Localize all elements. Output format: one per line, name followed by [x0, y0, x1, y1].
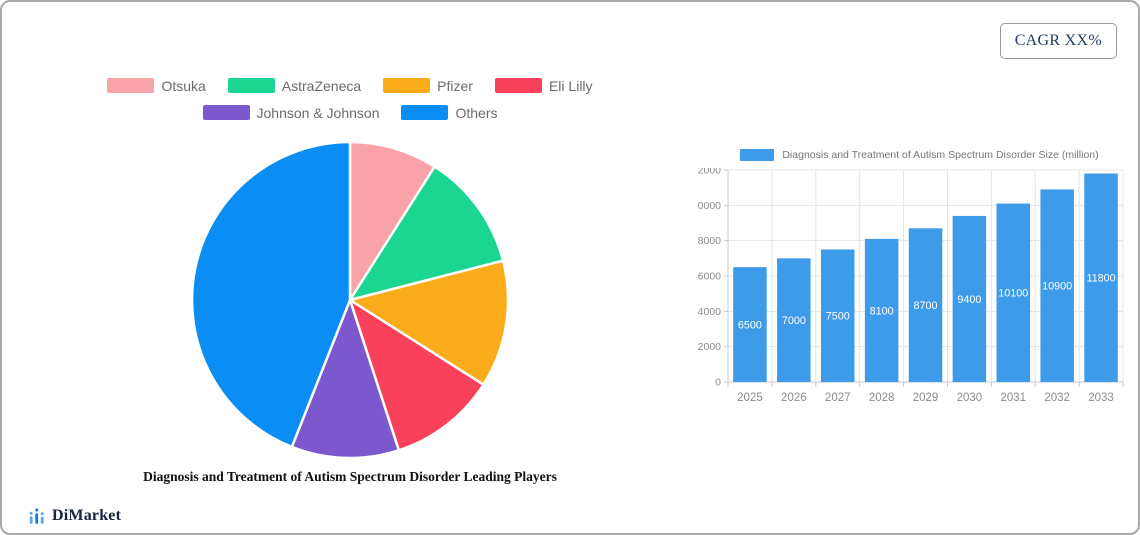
bar-value-label: 8700	[913, 300, 937, 312]
legend-item-eli-lilly[interactable]: Eli Lilly	[494, 77, 593, 94]
cagr-label: CAGR XX%	[1014, 32, 1102, 49]
bar-value-label: 9400	[957, 294, 981, 306]
legend-swatch-icon	[383, 78, 431, 93]
pie-slice-astrazeneca[interactable]	[348, 165, 505, 302]
bar-2026[interactable]	[777, 258, 811, 382]
bar-2027[interactable]	[820, 249, 855, 383]
y-axis-label: 12000	[697, 168, 721, 177]
bar-value-label: 8100	[870, 305, 894, 317]
x-axis-label: 2025	[737, 392, 763, 404]
legend-item-pfizer[interactable]: Pfizer	[383, 78, 473, 93]
bar-value-label: 11800	[1086, 273, 1115, 285]
legend-swatch-icon	[401, 105, 449, 120]
bar-2030[interactable]	[952, 215, 987, 382]
cagr-badge: CAGR XX%	[999, 23, 1117, 59]
legend-label: Eli Lilly	[548, 77, 593, 94]
x-axis-label: 2027	[825, 392, 851, 404]
legend-label: Pfizer	[437, 77, 473, 94]
pie-slice-johnson-johnson[interactable]	[290, 298, 401, 460]
bar-2028[interactable]	[864, 238, 899, 382]
legend-label: Johnson & Johnson	[256, 104, 380, 121]
bar-value-label: 10900	[1042, 281, 1072, 293]
y-axis-label: 4000	[698, 306, 722, 318]
x-axis-label: 2026	[781, 392, 807, 404]
pie-slice-others[interactable]	[190, 140, 352, 449]
legend-item-johnson-johnson[interactable]: Johnson & Johnson	[202, 104, 380, 121]
x-axis-label: 2031	[1000, 392, 1026, 404]
legend-swatch-icon	[202, 105, 250, 120]
pie-slice-otsuka[interactable]	[348, 140, 436, 302]
x-axis-label: 2030	[957, 392, 983, 404]
x-axis-label: 2033	[1088, 392, 1114, 404]
legend-item-others[interactable]: Others	[401, 104, 498, 121]
x-axis-label: 2028	[869, 392, 895, 404]
bar-legend-item[interactable]: Diagnosis and Treatment of Autism Spectr…	[697, 148, 1138, 162]
pie-legend: Otsuka AstraZeneca Pfizer Eli Lilly Johnson …	[42, 78, 658, 120]
legend-item-otsuka[interactable]: Otsuka	[107, 77, 206, 94]
pie-slice-pfizer[interactable]	[348, 259, 510, 386]
legend-label: AstraZeneca	[281, 77, 362, 94]
bar-2029[interactable]	[908, 228, 943, 382]
y-axis-label: 10000	[697, 200, 721, 212]
brand-logo: DiMarket	[28, 507, 121, 525]
legend-swatch-icon	[494, 78, 542, 93]
pie-legend-row: Otsuka AstraZeneca Pfizer Eli Lilly	[107, 77, 593, 94]
x-axis-label: 2029	[913, 392, 939, 404]
x-axis-label: 2032	[1044, 392, 1070, 404]
bar-chart: 0 2000 4000 6000 8000 10000 12000 6500 2025 7000 2…	[692, 165, 1124, 404]
pie-title: Diagnosis and Treatment of Autism Spectr…	[143, 469, 557, 484]
bar-2025[interactable]	[733, 267, 767, 382]
pie-legend-row: Johnson & Johnson Others	[202, 104, 498, 121]
bar-chart-block: Diagnosis and Treatment of Autism Spectr…	[692, 148, 1138, 413]
bar-value-label: 10100	[998, 288, 1028, 300]
legend-label: Otsuka	[161, 77, 206, 94]
legend-item-astrazeneca[interactable]: AstraZeneca	[227, 77, 362, 94]
legend-swatch-icon	[107, 78, 155, 93]
pie-chart	[190, 140, 510, 460]
bar-2032[interactable]	[1040, 189, 1074, 382]
y-axis-label: 6000	[698, 271, 722, 283]
bar-value-label: 7000	[782, 315, 806, 327]
bar-legend-label: Diagnosis and Treatment of Autism Spectr…	[782, 149, 1099, 161]
y-axis-label: 8000	[698, 235, 722, 247]
bar-value-label: 6500	[738, 319, 762, 331]
y-axis-label: 0	[715, 377, 721, 389]
y-axis-label: 2000	[698, 341, 722, 353]
legend-swatch-icon	[227, 78, 275, 93]
legend-label: Others	[455, 104, 498, 121]
brand-name: DiMarket	[52, 507, 122, 524]
bar-value-label: 7500	[826, 311, 850, 323]
bar-2031[interactable]	[996, 203, 1031, 382]
bar-chart-logo-icon	[29, 508, 44, 524]
bar-legend-swatch-icon	[740, 149, 775, 161]
pie-slice-eli-lilly[interactable]	[348, 298, 485, 452]
bar-2033[interactable]	[1084, 173, 1118, 382]
